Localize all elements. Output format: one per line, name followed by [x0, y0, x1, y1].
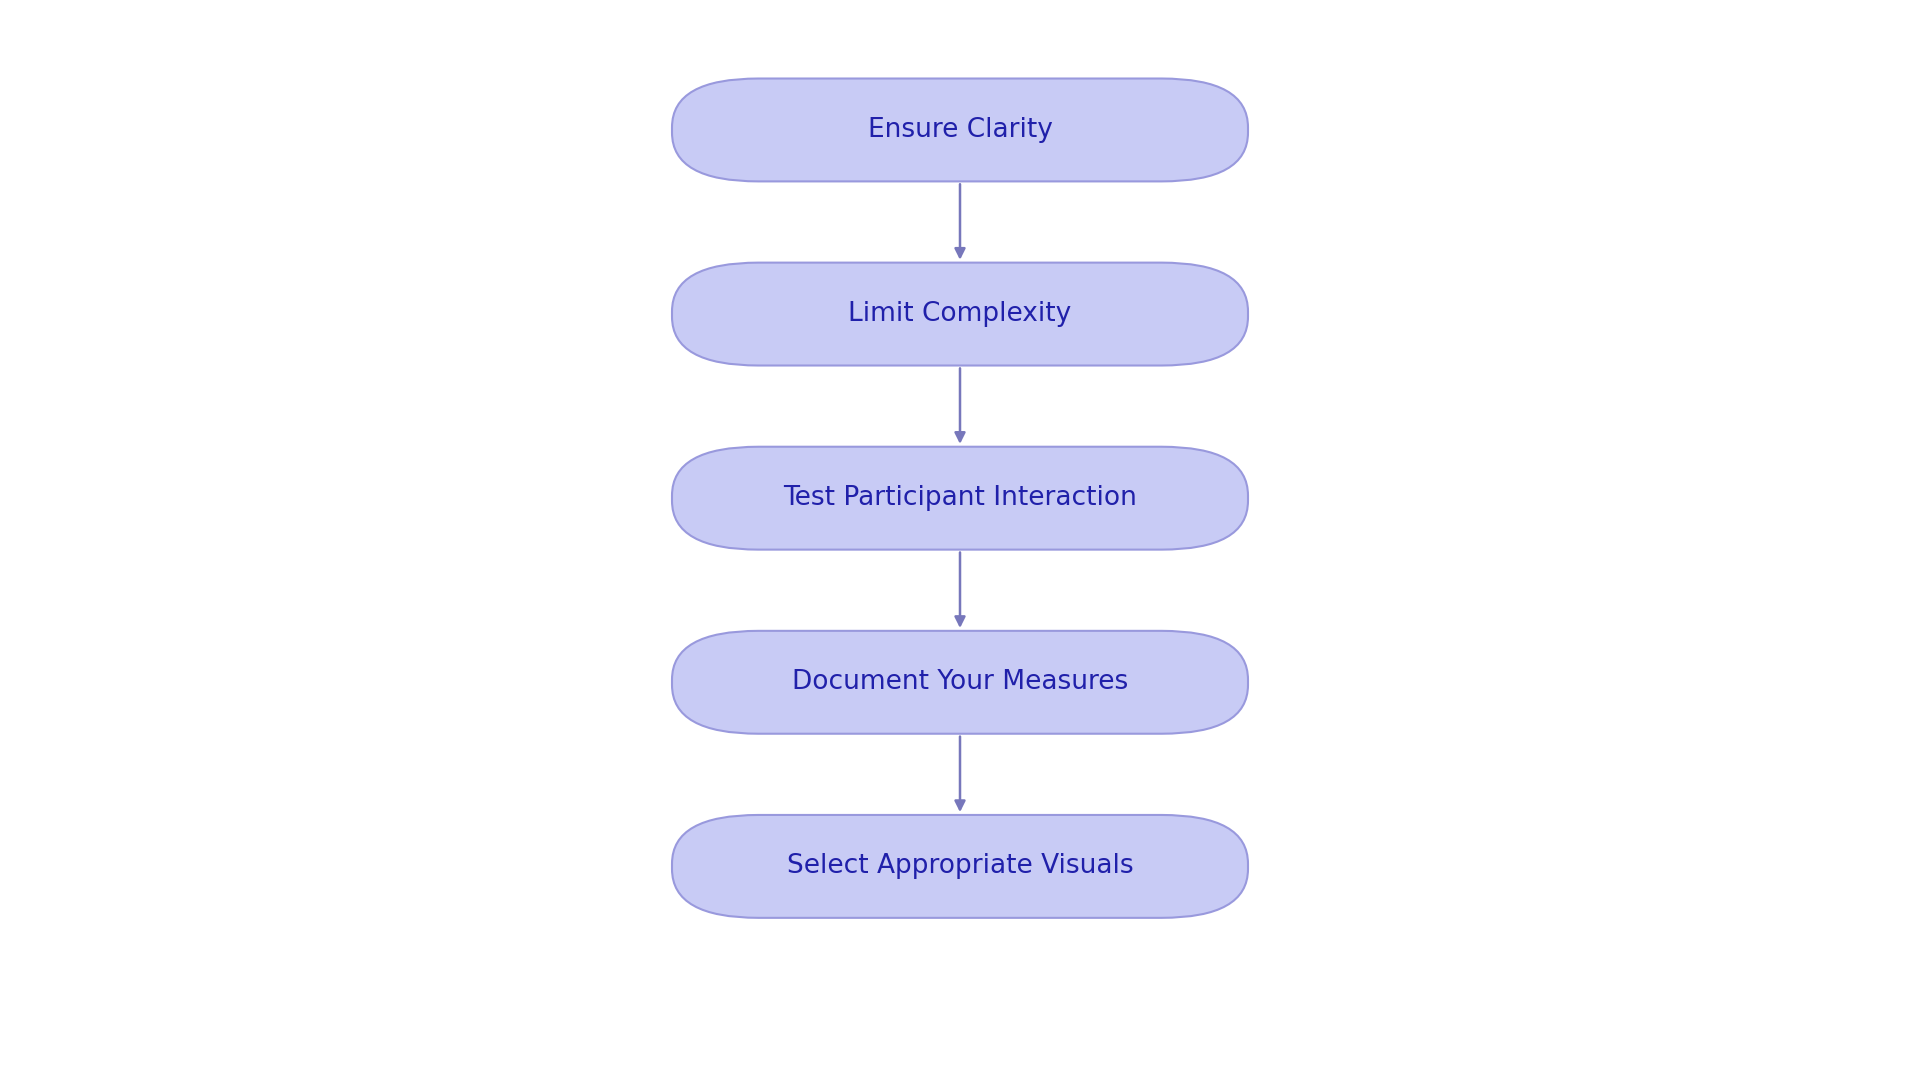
- Text: Select Appropriate Visuals: Select Appropriate Visuals: [787, 853, 1133, 879]
- FancyBboxPatch shape: [672, 446, 1248, 549]
- Text: Test Participant Interaction: Test Participant Interaction: [783, 485, 1137, 511]
- FancyBboxPatch shape: [672, 79, 1248, 182]
- FancyBboxPatch shape: [672, 814, 1248, 917]
- FancyBboxPatch shape: [672, 630, 1248, 734]
- Text: Limit Complexity: Limit Complexity: [849, 301, 1071, 327]
- Text: Document Your Measures: Document Your Measures: [791, 669, 1129, 695]
- Text: Ensure Clarity: Ensure Clarity: [868, 117, 1052, 143]
- FancyBboxPatch shape: [672, 263, 1248, 366]
